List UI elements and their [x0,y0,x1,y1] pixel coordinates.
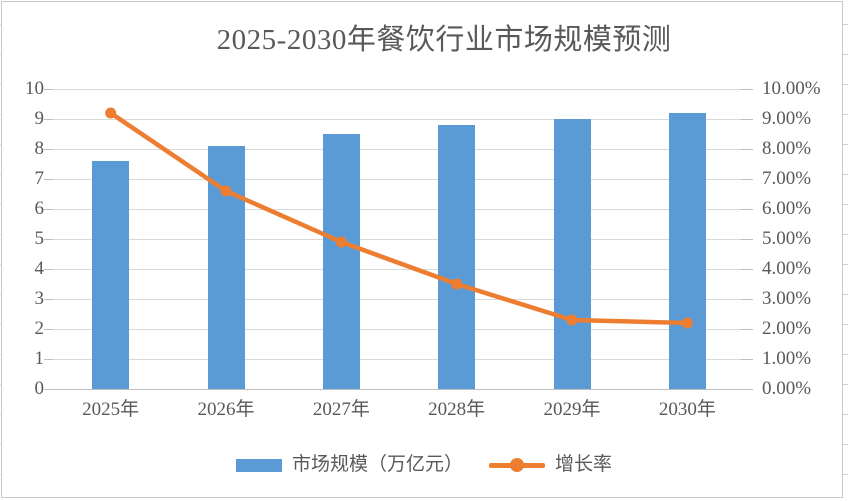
left-axis-tick-label: 6 [34,198,45,219]
legend-line-dot [510,458,524,472]
left-axis-tick-label: 3 [34,288,45,309]
line-point-2025年 [105,107,117,119]
right-axis-tick [741,239,753,240]
right-axis-tick-label: 7.00% [762,168,812,189]
left-axis-tick [44,239,53,240]
spreadsheet-gridline-stubs-left [0,0,2,501]
left-axis-tick-label: 10 [25,78,44,99]
gridline [53,208,745,210]
right-axis-tick-label: 4.00% [762,258,812,279]
gridline [53,88,745,90]
right-axis-tick-label: 2.00% [762,318,812,339]
left-axis-tick-label: 5 [34,228,45,249]
gridline [53,148,745,150]
x-axis-label: 2025年 [82,399,140,420]
gridline [53,298,745,300]
right-axis-tick [741,299,753,300]
left-axis-tick-label: 0 [34,378,45,399]
left-axis-tick [44,149,53,150]
right-axis-tick [741,209,753,210]
line-point-2030年 [681,317,693,329]
left-axis-tick-label: 4 [34,258,45,279]
bar-2029年 [553,119,591,389]
x-axis-label: 2028年 [428,399,486,420]
growth-rate-line-series [105,107,693,329]
legend-line-label: 增长率 [555,454,613,475]
right-axis-tick-label: 3.00% [762,288,812,309]
gridline [53,178,745,180]
right-axis-tick-label: 9.00% [762,108,812,129]
left-axis-tick [44,299,53,300]
right-axis-tick [741,179,753,180]
legend-bar-label: 市场规模（万亿元） [291,454,463,475]
x-axis-label: 2026年 [197,399,255,420]
left-axis-tick-label: 1 [34,348,45,369]
line-point-2029年 [566,314,578,326]
left-axis-tick-label: 2 [34,318,45,339]
right-axis-tick [741,269,753,270]
x-axis-label: 2030年 [658,399,716,420]
right-axis-tick-label: 5.00% [762,228,812,249]
legend-line-marker-icon [489,458,545,472]
chart-title: 2025-2030年餐饮行业市场规模预测 [216,24,672,56]
gridline [53,328,745,330]
left-axis-tick [44,389,53,390]
legend-bar-swatch-icon [235,458,282,472]
legend: 市场规模（万亿元） 增长率 [0,449,848,481]
spreadsheet-gridline-stubs-right [843,0,848,501]
bar-2028年 [438,125,476,389]
left-axis-tick-label: 8 [34,138,45,159]
plot-area [53,88,745,390]
right-axis-tick [741,89,753,90]
right-axis-tick [741,329,753,330]
left-axis-tick [44,209,53,210]
gridline [53,118,745,120]
x-axis-label: 2027年 [312,399,370,420]
right-axis-tick [741,119,753,120]
right-axis-tick [741,389,753,390]
line-point-2028年 [451,278,463,290]
line-point-2026年 [220,185,232,197]
left-axis-tick-label: 7 [34,168,45,189]
left-axis-tick-label: 9 [34,108,45,129]
left-axis-tick [44,269,53,270]
left-axis-tick [44,359,53,360]
gridline [53,358,745,360]
left-axis-tick [44,89,53,90]
bar-2027年 [322,134,360,389]
right-axis-tick-label: 1.00% [762,348,812,369]
right-axis-tick [741,149,753,150]
gridline [53,268,745,270]
growth-rate-line [108,110,690,326]
left-axis-tick [44,119,53,120]
x-axis-label: 2029年 [543,399,601,420]
left-axis-tick [44,179,53,180]
right-axis-tick-label: 8.00% [762,138,812,159]
line-point-2027年 [335,236,347,248]
gridline [53,388,745,390]
bar-2025年 [92,161,130,389]
bar-2030年 [668,113,706,389]
right-axis-tick-label: 0.00% [762,378,812,399]
right-axis-tick-label: 6.00% [762,198,812,219]
gridline [53,238,745,240]
right-axis-tick-label: 10.00% [762,78,821,99]
left-axis-tick [44,329,53,330]
right-axis-tick [741,359,753,360]
